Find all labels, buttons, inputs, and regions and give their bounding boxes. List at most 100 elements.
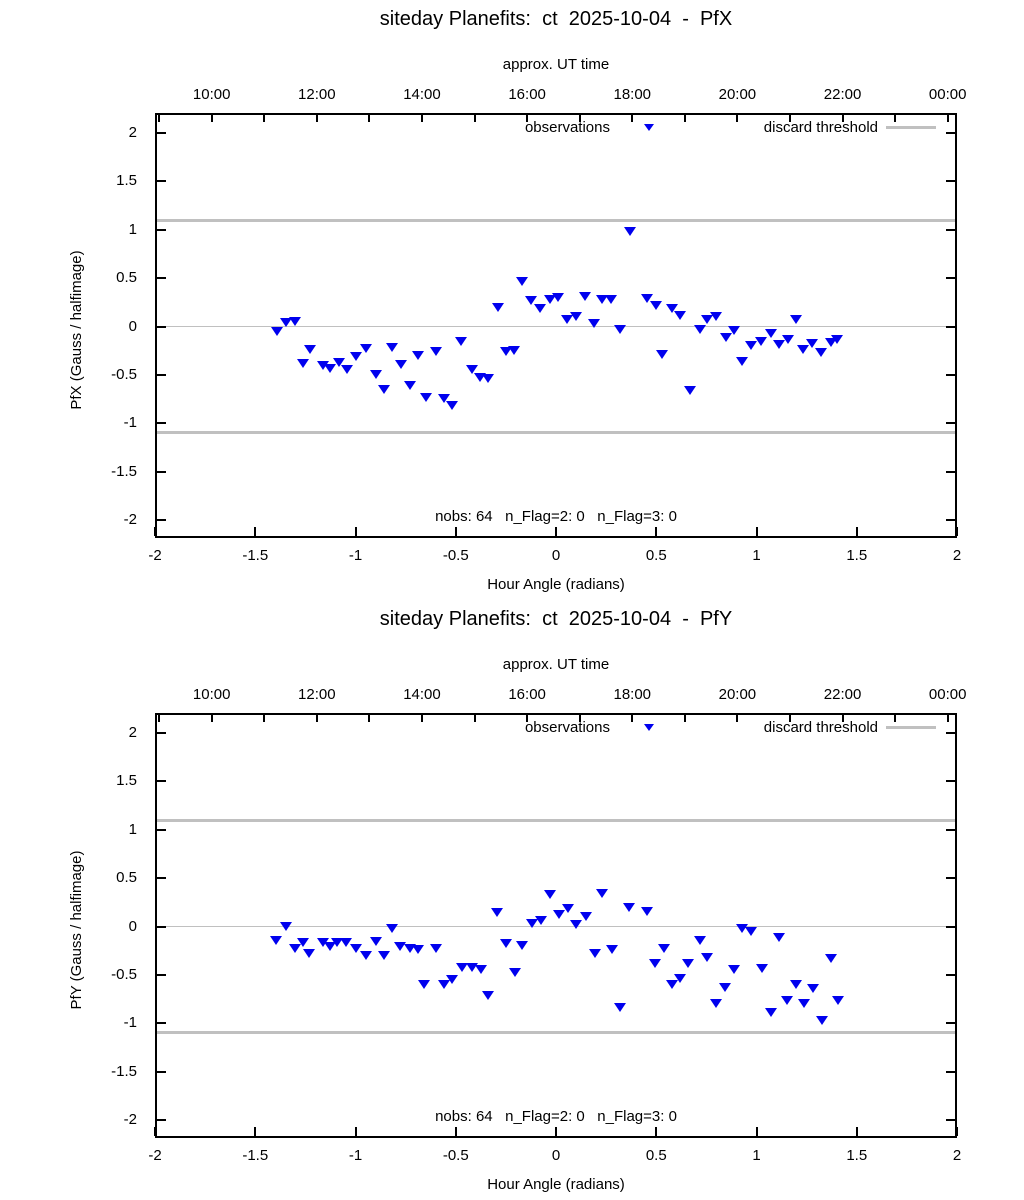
y-tick-label: 2 [128,724,137,741]
y-tick-mark [946,732,955,734]
y-tick-mark [157,1022,166,1025]
x-tick-mark [655,527,658,536]
x-tick-mark [154,1127,156,1136]
data-point [403,380,416,390]
y-tick-mark [157,519,166,521]
legend-threshold-line-sample [886,726,936,729]
y-tick-label: -0.5 [111,365,137,383]
y-tick-mark [157,732,166,734]
data-point [385,924,398,934]
y-tick-label: -1 [123,414,137,432]
data-point [270,936,283,945]
ut-tick-mark [788,115,791,122]
data-point [701,953,714,963]
ut-tick-mark [210,115,213,122]
data-point [524,296,537,306]
data-point [393,942,406,952]
data-point [331,937,344,947]
y-tick-mark [946,422,955,425]
data-point [411,351,424,361]
y-tick-mark [946,277,955,280]
data-point [781,335,794,345]
ut-tick-mark [473,715,476,722]
legend-observations-marker triangle-down-icon [644,124,654,131]
data-point [552,293,564,303]
x-tick-mark [354,527,357,536]
data-point [772,339,785,349]
data-point [437,979,450,989]
ut-tick-label: 22:00 [823,86,862,103]
ut-tick-label: 16:00 [508,686,546,703]
y-tick-label: 1.5 [116,772,137,790]
stats-text: nobs: 64 n_Flag=2: 0 n_Flag=3: 0 [435,1108,677,1125]
data-point [507,345,520,355]
x-tick-label: 1.5 [846,547,868,564]
data-point [280,922,293,932]
discard-threshold-line [157,431,955,435]
data-point [317,937,330,947]
data-point [780,995,793,1005]
y-tick-mark [157,1119,166,1121]
data-point [525,918,538,928]
y-tick-label: 0.5 [116,269,137,287]
ut-tick-mark [315,715,318,722]
data-point [710,998,723,1008]
y-tick-label: -0.5 [111,965,137,983]
data-point [303,948,316,958]
data-point [429,346,442,356]
y-tick-mark [946,780,955,783]
data-point [596,295,609,305]
y-tick-mark [157,180,166,183]
y-tick-mark [946,877,955,880]
data-point [682,959,695,969]
y-tick-label: 0 [128,917,137,935]
ut-tick-mark [158,115,161,122]
ut-tick-mark [526,715,529,722]
x-tick-label: -2 [148,1147,162,1164]
discard-threshold-line [157,1031,955,1035]
x-tick-label: 1 [752,547,761,564]
ut-tick-mark [736,715,739,722]
x-tick-mark [154,527,156,536]
x-tick-mark [755,527,758,536]
data-point [606,945,619,955]
y-tick-mark [157,277,166,280]
x-tick-mark [354,1127,357,1136]
data-point [764,1007,777,1017]
y-tick-label: 0 [128,317,137,335]
ut-tick-mark [263,115,266,122]
data-point [570,920,583,930]
data-point [580,912,593,922]
data-point [553,909,565,919]
data-point [824,953,837,963]
data-point [377,385,390,395]
ut-tick-mark [683,715,686,722]
data-point [764,329,777,339]
legend-observations-label: observations [524,119,610,136]
y-tick-mark [946,1070,955,1073]
data-point [304,344,317,354]
ut-tick-mark [315,115,318,122]
data-point [694,936,707,945]
ut-tick-mark [420,115,423,122]
zero-line [157,926,955,927]
y-tick-mark [946,925,955,928]
data-point [454,336,467,346]
data-point [701,314,714,324]
ut-tick-mark [578,715,581,722]
y-tick-label: 1 [128,220,137,238]
data-point [772,933,785,943]
ut-tick-mark [158,715,161,722]
y-tick-mark [157,925,166,928]
data-point [814,347,827,357]
data-point [499,938,512,948]
y-tick-label: 1 [128,820,137,838]
x-tick-mark [855,1127,858,1136]
data-point [297,937,310,947]
data-point [349,944,362,954]
y-tick-mark [946,180,955,183]
y-tick-label: 1.5 [116,172,137,190]
x-tick-label: 0.5 [645,547,667,564]
data-point [745,927,758,937]
y-tick-label: 0.5 [116,869,137,887]
